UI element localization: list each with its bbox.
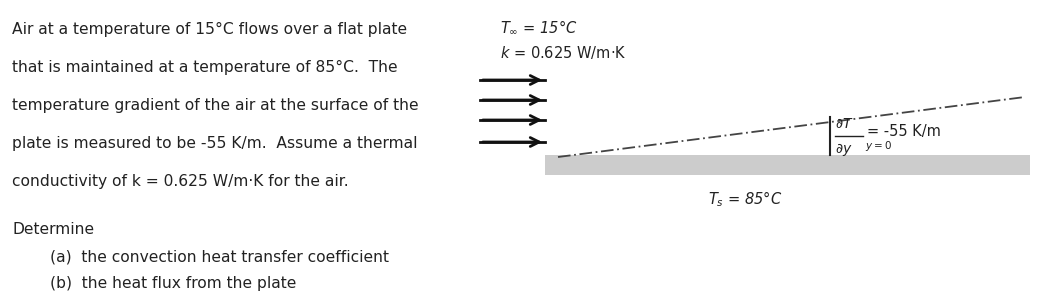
Text: $\partial y$: $\partial y$: [835, 141, 853, 157]
Text: $y=0$: $y=0$: [865, 139, 892, 153]
Text: = -55 K/m: = -55 K/m: [867, 123, 941, 139]
Text: $T_{\infty}$ = 15°C: $T_{\infty}$ = 15°C: [500, 18, 577, 36]
Text: temperature gradient of the air at the surface of the: temperature gradient of the air at the s…: [11, 98, 419, 113]
Text: $\partial T$: $\partial T$: [835, 117, 854, 131]
Text: that is maintained at a temperature of 85°C.  The: that is maintained at a temperature of 8…: [11, 60, 398, 75]
Text: $T_s$ = 85°C: $T_s$ = 85°C: [708, 189, 782, 209]
Text: $k$ = 0.625 W/m·K: $k$ = 0.625 W/m·K: [500, 44, 626, 61]
Text: Determine: Determine: [11, 222, 94, 237]
Text: Air at a temperature of 15°C flows over a flat plate: Air at a temperature of 15°C flows over …: [11, 22, 407, 37]
Bar: [545, 155, 1030, 175]
Text: (b)  the heat flux from the plate: (b) the heat flux from the plate: [50, 276, 296, 291]
Text: (a)  the convection heat transfer coefficient: (a) the convection heat transfer coeffic…: [50, 250, 389, 265]
Text: conductivity of k = 0.625 W/m·K for the air.: conductivity of k = 0.625 W/m·K for the …: [11, 174, 349, 189]
Text: plate is measured to be -55 K/m.  Assume a thermal: plate is measured to be -55 K/m. Assume …: [11, 136, 418, 151]
